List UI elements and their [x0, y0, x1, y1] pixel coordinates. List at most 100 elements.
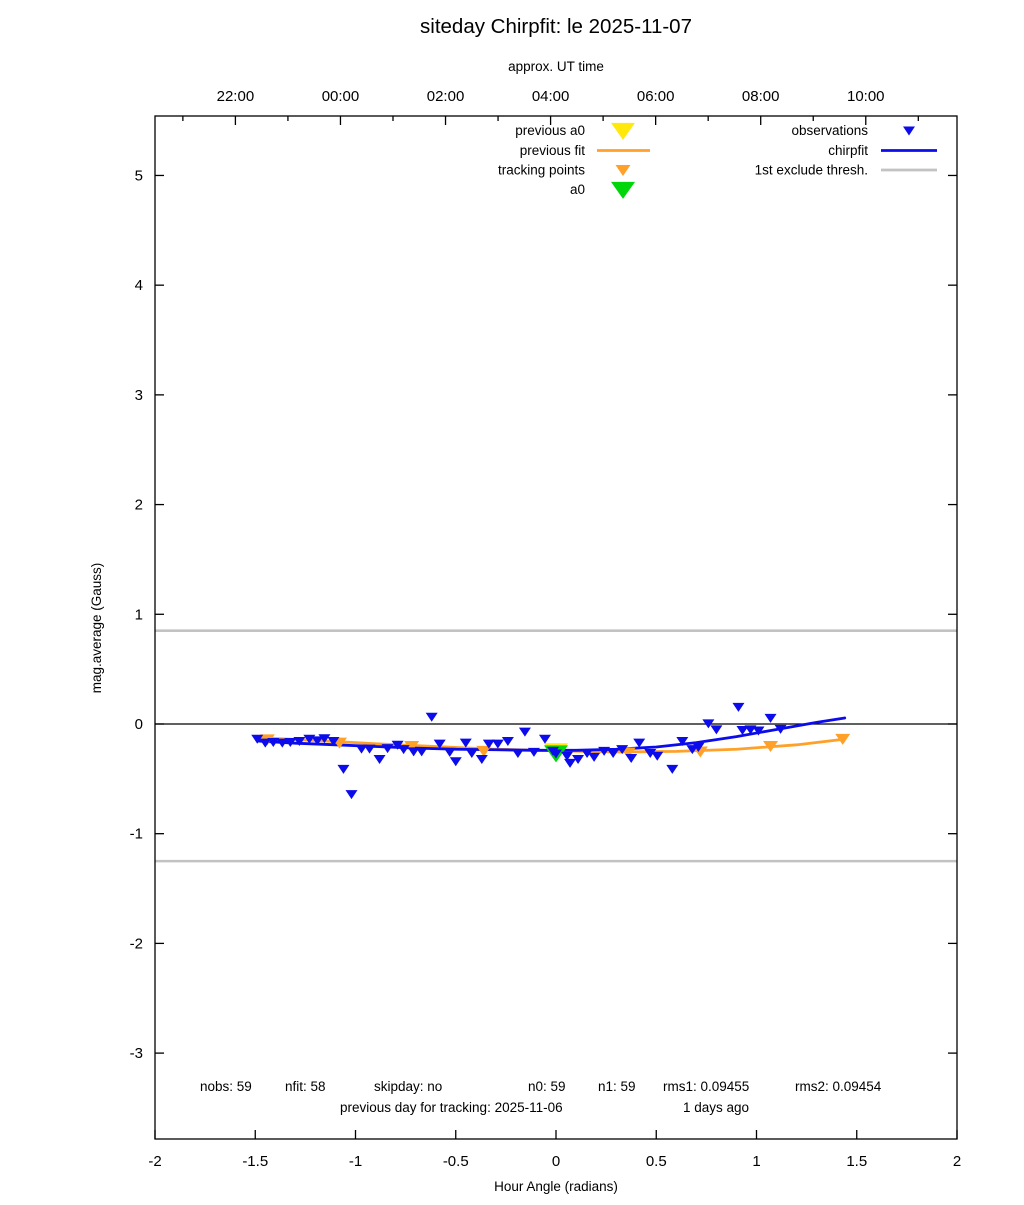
observation-marker: [598, 746, 611, 756]
top-axis-tick-label: 00:00: [322, 88, 360, 105]
observation-marker: [651, 751, 664, 761]
observation-marker: [564, 758, 577, 768]
x-axis-tick-label: -2: [148, 1153, 161, 1170]
observation-marker: [692, 742, 705, 752]
observation-marker: [702, 719, 715, 729]
tracking-point-marker: [404, 740, 420, 752]
observation-marker: [475, 755, 488, 765]
y-axis-tick-label: -1: [130, 826, 143, 843]
observation-marker: [407, 747, 420, 757]
stats-value: n0: 59: [528, 1079, 566, 1094]
legend-label: previous fit: [520, 143, 586, 158]
legend-label: chirpfit: [828, 143, 868, 158]
observation-marker: [355, 744, 368, 754]
observation-marker: [459, 738, 472, 748]
observation-marker: [501, 736, 514, 746]
observation-marker: [397, 745, 410, 755]
observation-marker: [415, 747, 428, 757]
x-axis-tick-label: -1: [349, 1153, 362, 1170]
observation-marker: [550, 749, 562, 759]
threshold-lines: [155, 629, 957, 863]
y-axis-tick-label: -2: [130, 935, 143, 952]
observation-marker: [561, 751, 574, 761]
observation-marker: [337, 764, 350, 774]
stats-value: rms1: 0.09455: [663, 1079, 749, 1094]
observation-marker: [381, 744, 394, 754]
observation-marker: [764, 713, 777, 723]
y-axis-tick-label: 1: [135, 606, 143, 623]
top-axis-tick-label: 06:00: [637, 88, 675, 105]
x-axis-tick-label: -1.5: [242, 1153, 268, 1170]
observation-marker: [491, 739, 504, 749]
observation-marker: [633, 738, 646, 748]
top-axis-tick-label: 22:00: [217, 88, 255, 105]
x-axis-tick-label: 2: [953, 1153, 961, 1170]
y-axis-tick-label: 0: [135, 716, 143, 733]
observation-marker: [259, 738, 272, 748]
y-axis-tick-label: 4: [135, 277, 143, 294]
observation-marker: [607, 749, 620, 759]
observation-marker: [518, 727, 531, 737]
legend-triangle-sample: [611, 122, 635, 140]
observation-marker: [581, 749, 594, 759]
x-axis-tick-label: 1.5: [846, 1153, 867, 1170]
stats-text: nobs: 59 nfit: 58 skipday: no n0: 59 n1: 59 r…: [200, 1079, 882, 1115]
legend-triangle-sample: [903, 126, 915, 136]
legend-label: tracking points: [498, 163, 585, 178]
legend: previous a0 previous fit tracking points a0…: [498, 122, 937, 199]
observation-marker: [666, 764, 679, 774]
observation-marker: [449, 757, 462, 767]
observation-marker: [267, 738, 280, 748]
observation-marker: [511, 749, 524, 759]
legend-triangle-sample: [611, 181, 635, 199]
series-observations: [251, 702, 787, 800]
x-axis-tick-label: 0: [552, 1153, 560, 1170]
stats-value: skipday: no: [374, 1079, 442, 1094]
stats-value: nfit: 58: [285, 1079, 326, 1094]
observation-marker: [311, 736, 324, 746]
observation-marker: [482, 739, 495, 749]
bottom-axis: -2 -1.5 -1 -0.5 0 0.5 1 1.5 2: [148, 1130, 961, 1170]
y-axis-label: mag.average (Gauss): [89, 563, 104, 694]
stats-value: rms2: 0.09454: [795, 1079, 882, 1094]
observation-marker: [363, 744, 376, 754]
legend-label: 1st exclude thresh.: [755, 163, 868, 178]
plot-border: [154, 115, 958, 1140]
observation-marker: [644, 749, 657, 759]
stats-value: n1: 59: [598, 1079, 636, 1094]
y-axis-tick-label: 3: [135, 387, 143, 404]
observation-marker: [373, 755, 386, 765]
y-axis-tick-label: -3: [130, 1045, 143, 1062]
top-axis-tick-label: 02:00: [427, 88, 465, 105]
x-axis-tick-label: 1: [752, 1153, 760, 1170]
x-axis-tick-label: 0.5: [646, 1153, 667, 1170]
x-axis-tick-label: -0.5: [443, 1153, 469, 1170]
legend-triangle-sample: [615, 165, 631, 177]
plot-border-rect: [154, 115, 958, 1140]
observation-marker: [676, 736, 689, 746]
chart-title: siteday Chirpfit: le 2025-11-07: [420, 15, 692, 38]
top-axis: 22:00 00:00 02:00 04:00 06:00 08:00 10:00: [182, 88, 919, 125]
observation-marker: [251, 734, 264, 744]
top-axis-tick-label: 08:00: [742, 88, 780, 105]
observation-marker: [284, 738, 297, 748]
observation-marker: [710, 725, 723, 735]
y-axis: -3 -2 -1 0 1 2 3 4 5: [130, 167, 957, 1062]
x-axis-label: Hour Angle (radians): [494, 1179, 618, 1194]
observation-marker: [443, 747, 456, 757]
top-axis-label: approx. UT time: [508, 59, 604, 74]
observation-marker: [752, 726, 765, 736]
observation-marker: [625, 753, 638, 763]
observation-marker: [732, 702, 745, 712]
legend-label: observations: [791, 123, 868, 138]
legend-label: previous a0: [515, 123, 585, 138]
stats-value: nobs: 59: [200, 1079, 252, 1094]
stats-value: 1 days ago: [683, 1100, 749, 1115]
observation-marker: [276, 738, 289, 748]
stats-value: previous day for tracking: 2025-11-06: [340, 1100, 563, 1115]
tracking-point-marker: [835, 733, 851, 745]
observation-marker: [774, 724, 787, 734]
observation-marker: [345, 790, 358, 800]
